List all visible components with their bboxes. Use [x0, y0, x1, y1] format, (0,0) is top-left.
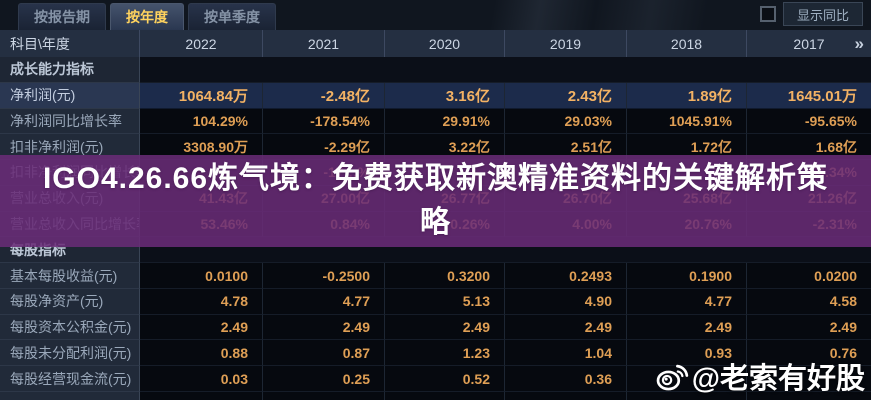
scroll-more-icon[interactable]: »	[854, 34, 864, 53]
cell-value	[747, 366, 871, 392]
cell-value: 1.89亿	[627, 82, 747, 109]
cell-value: 0.87	[263, 340, 385, 367]
cell-value: 104.29%	[140, 108, 263, 135]
cell-value: 1.04	[505, 340, 627, 367]
row-label: 净利润(元)	[0, 82, 140, 109]
row-label: 每股经营现金流(元)	[0, 366, 140, 392]
table-row[interactable]: 每股经营现金流(元) 0.03 0.25 0.52 0.36	[0, 366, 871, 392]
cell-value: 2.49	[627, 314, 747, 341]
cell-value: 2.49	[505, 314, 627, 341]
cell-value: 29.03%	[505, 108, 627, 135]
period-tabbar: 按报告期 按年度 按单季度 显示同比	[0, 0, 871, 30]
year-header-2017: 2017 »	[747, 30, 871, 57]
cell-value	[263, 391, 385, 400]
promo-banner-line2: 略	[420, 206, 451, 239]
table-row	[0, 391, 871, 400]
cell-value: 4.77	[263, 288, 385, 315]
cell-value: 4.78	[140, 288, 263, 315]
table-row[interactable]: 净利润(元) 1064.84万 -2.48亿 3.16亿 2.43亿 1.89亿 1645.…	[0, 82, 871, 109]
promo-banner-overlay: IGO4.26.66炼气境：免费获取新澳精准资料的关键解析策 略	[0, 155, 871, 247]
section-row: 成长能力指标	[0, 57, 871, 83]
yoy-toolbar: 显示同比	[759, 2, 863, 26]
row-label: 每股未分配利润(元)	[0, 340, 140, 367]
cell-value: 2.43亿	[505, 82, 627, 109]
weibo-icon	[656, 364, 688, 391]
cell-value: -178.54%	[263, 108, 385, 135]
year-header-2018: 2018	[627, 30, 747, 57]
cell-value	[627, 391, 747, 400]
cell-value: 0.0100	[140, 263, 263, 289]
table-row[interactable]: 每股资本公积金(元) 2.49 2.49 2.49 2.49 2.49 2.49	[0, 314, 871, 341]
cell-value: 4.77	[627, 288, 747, 315]
section-empty-area	[140, 57, 871, 83]
cell-value: 4.90	[505, 288, 627, 315]
promo-banner-line1: IGO4.26.66炼气境：免费获取新澳精准资料的关键解析策	[42, 162, 829, 195]
cell-value	[505, 391, 627, 400]
cell-value: 29.91%	[385, 108, 505, 135]
row-label: 每股净资产(元)	[0, 288, 140, 315]
cell-value	[140, 391, 263, 400]
cell-value: 0.0200	[747, 263, 871, 289]
row-label: 每股资本公积金(元)	[0, 314, 140, 341]
show-yoy-checkbox[interactable]	[759, 6, 776, 22]
cell-value: 2.49	[747, 314, 871, 341]
cell-value: -95.65%	[747, 108, 871, 135]
tab-by-year[interactable]: 按年度	[110, 3, 184, 30]
year-header-2022: 2022	[140, 30, 263, 57]
row-label: 净利润同比增长率	[0, 108, 140, 135]
cell-value: 0.3200	[385, 263, 505, 289]
cell-value	[627, 366, 747, 392]
row-label	[0, 391, 140, 400]
year-header-2021: 2021	[263, 30, 385, 57]
cell-value	[747, 391, 871, 400]
tab-by-report-period[interactable]: 按报告期	[18, 3, 106, 30]
cell-value: 1045.91%	[627, 108, 747, 135]
cell-value: -0.2500	[263, 263, 385, 289]
year-header-2017-label: 2017	[793, 35, 825, 52]
cell-value: 0.36	[505, 366, 627, 392]
year-header-2019: 2019	[505, 30, 627, 57]
watermark-text: @老索有好股	[691, 363, 865, 395]
cell-value	[385, 391, 505, 400]
row-label: 成长能力指标	[0, 57, 140, 83]
cell-value: 0.76	[747, 340, 871, 367]
cell-value: 0.93	[627, 340, 747, 367]
cell-value: 1064.84万	[140, 82, 263, 109]
row-label: 基本每股收益(元)	[0, 263, 140, 289]
table-row[interactable]: 基本每股收益(元) 0.0100 -0.2500 0.3200 0.2493 0.1900…	[0, 263, 871, 289]
table-header-row: 科目\年度 2022 2021 2020 2019 2018 2017 »	[0, 30, 871, 57]
table-row[interactable]: 净利润同比增长率 104.29% -178.54% 29.91% 29.03% 1045.…	[0, 108, 871, 135]
cell-value: 2.49	[263, 314, 385, 341]
cell-value: -2.48亿	[263, 82, 385, 109]
cell-value: 0.25	[263, 366, 385, 392]
cell-value: 5.13	[385, 288, 505, 315]
corner-header: 科目\年度	[0, 30, 140, 57]
cell-value: 0.2493	[505, 263, 627, 289]
table-row[interactable]: 每股净资产(元) 4.78 4.77 5.13 4.90 4.77 4.58	[0, 288, 871, 315]
cell-value: 1.23	[385, 340, 505, 367]
cell-value: 0.52	[385, 366, 505, 392]
cell-value: 2.49	[140, 314, 263, 341]
watermark: @老索有好股	[654, 355, 865, 397]
cell-value: 3.16亿	[385, 82, 505, 109]
cell-value: 0.1900	[627, 263, 747, 289]
tab-by-single-quarter[interactable]: 按单季度	[188, 3, 276, 30]
year-header-2020: 2020	[385, 30, 505, 57]
cell-value: 1645.01万	[747, 82, 871, 109]
table-row[interactable]: 每股未分配利润(元) 0.88 0.87 1.23 1.04 0.93 0.76	[0, 340, 871, 367]
show-yoy-label-button[interactable]: 显示同比	[782, 2, 863, 26]
cell-value: 2.49	[385, 314, 505, 341]
cell-value: 4.58	[747, 288, 871, 315]
cell-value: 0.88	[140, 340, 263, 367]
cell-value: 0.03	[140, 366, 263, 392]
